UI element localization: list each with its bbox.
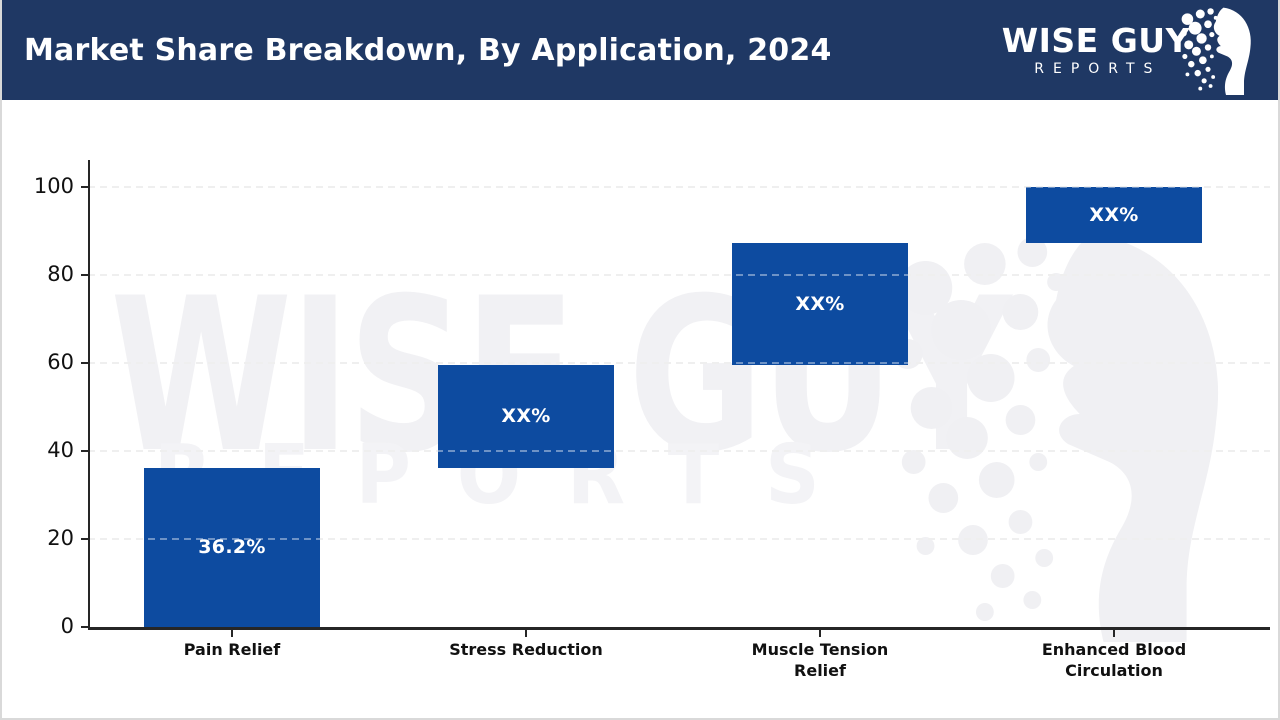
- header-bar: Market Share Breakdown, By Application, …: [2, 0, 1278, 100]
- y-tick-mark: [81, 186, 88, 188]
- y-tick-label: 100: [33, 174, 74, 198]
- wise-guy-logo: WISE GUY REPORTS: [1002, 5, 1256, 95]
- bar-enhanced-blood: XX%: [1026, 187, 1202, 243]
- x-tick-mark: [819, 629, 821, 637]
- y-tick-label: 40: [47, 438, 74, 462]
- y-tick-mark: [81, 626, 88, 628]
- bar-value-label: XX%: [795, 293, 845, 316]
- x-tick-mark: [231, 629, 233, 637]
- category-label-line: Stress Reduction: [449, 640, 603, 659]
- category-label-line: Enhanced Blood: [1041, 640, 1187, 659]
- category-label-line: Circulation: [1065, 661, 1163, 680]
- logo-subtitle: REPORTS: [1034, 60, 1162, 77]
- gridline-overlay: [88, 450, 1270, 452]
- gridline: [88, 362, 1270, 364]
- wiseguy-face-icon: [1178, 5, 1256, 95]
- y-tick-label: 0: [60, 614, 74, 638]
- y-tick-label: 60: [47, 350, 74, 374]
- gridline: [88, 274, 1270, 276]
- category-label-line: Pain Relief: [183, 640, 281, 659]
- category-label-stress-reduction: Stress Reduction: [406, 639, 646, 660]
- x-tick-mark: [525, 629, 527, 637]
- y-axis-line: [88, 160, 90, 628]
- gridline-overlay: [88, 186, 1270, 188]
- category-label-enhanced-blood: Enhanced Blood Circulation: [994, 639, 1234, 681]
- bar-value-label: XX%: [1089, 203, 1139, 226]
- y-tick-mark: [81, 274, 88, 276]
- gridline-overlay: [88, 538, 1270, 540]
- y-tick-mark: [81, 450, 88, 452]
- watermark-face-icon: [884, 222, 1240, 642]
- logo-text: WISE GUY REPORTS: [1001, 20, 1190, 77]
- y-tick-label: 20: [47, 526, 74, 550]
- y-tick-mark: [81, 538, 88, 540]
- gridline: [88, 538, 1270, 540]
- bar-pain-relief: 36.2%: [144, 467, 320, 627]
- bar-stress-reduction: XX%: [438, 365, 614, 468]
- category-label-line: Relief: [794, 661, 846, 680]
- category-label-pain-relief: Pain Relief: [112, 639, 352, 660]
- logo-wordmark: WISE GUY: [1001, 20, 1190, 60]
- page-title: Market Share Breakdown, By Application, …: [24, 32, 832, 68]
- y-tick-label: 80: [47, 262, 74, 286]
- gridline: [88, 186, 1270, 188]
- category-label-muscle-tension: Muscle Tension Relief: [700, 639, 940, 681]
- x-axis-line: [88, 627, 1270, 630]
- bar-value-label: XX%: [501, 405, 551, 428]
- gridline-overlay: [88, 362, 1270, 364]
- bar-muscle-tension: XX%: [732, 242, 908, 366]
- y-tick-mark: [81, 362, 88, 364]
- bar-value-label: 36.2%: [198, 536, 266, 559]
- gridline-overlay: [88, 274, 1270, 276]
- category-label-line: Muscle Tension: [751, 640, 889, 659]
- x-tick-mark: [1113, 629, 1115, 637]
- gridline: [88, 450, 1270, 452]
